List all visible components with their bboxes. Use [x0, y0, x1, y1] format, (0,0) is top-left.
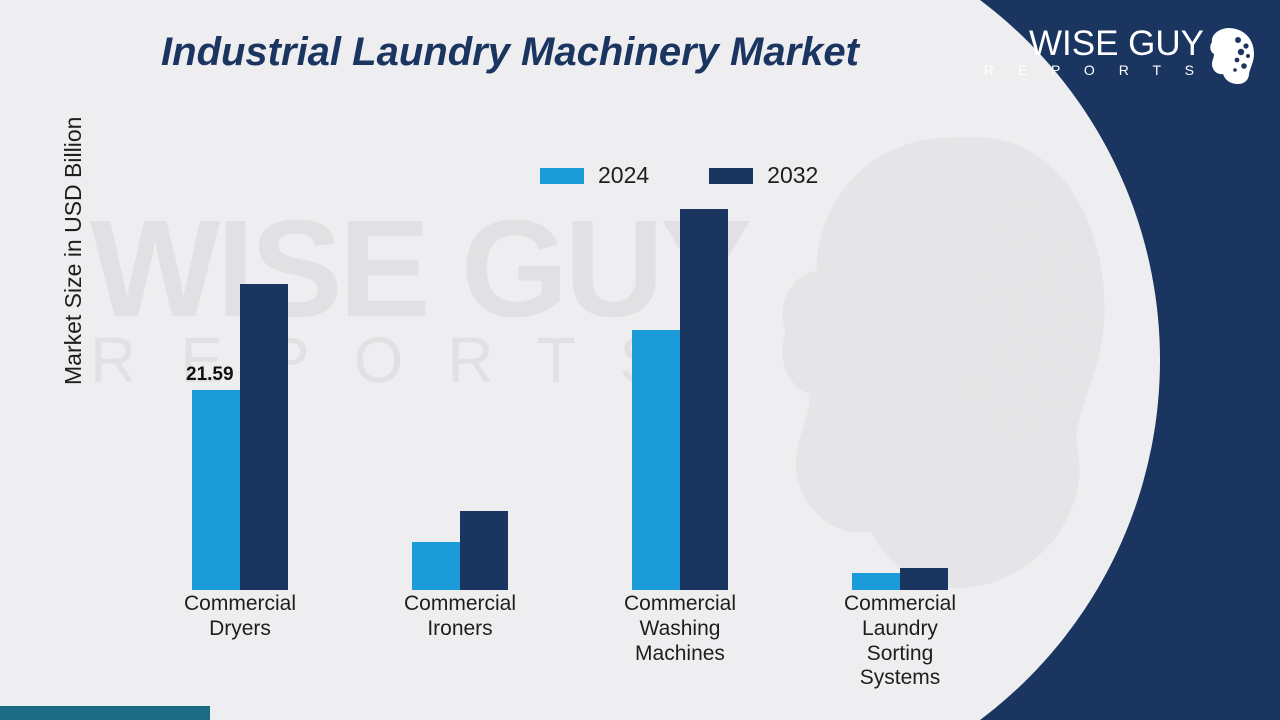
- brand-main: WISE GUY: [984, 26, 1204, 61]
- chart-area: 21.59: [110, 200, 980, 590]
- bar: [680, 209, 728, 590]
- chart-title: Industrial Laundry Machinery Market: [60, 30, 960, 75]
- brand-logo: WISE GUY R E P O R T S: [984, 26, 1258, 86]
- category-label: CommercialWashingMachines: [590, 592, 770, 666]
- bar: [900, 568, 948, 590]
- brand-sub: R E P O R T S: [984, 63, 1204, 77]
- bar-pair: [852, 568, 948, 590]
- legend-label: 2024: [598, 162, 649, 189]
- bar: [460, 511, 508, 590]
- bar: [192, 390, 240, 590]
- bar-pair: [632, 209, 728, 590]
- legend-label: 2032: [767, 162, 818, 189]
- bar: [632, 330, 680, 590]
- bar-group: [810, 200, 990, 590]
- legend-item: 2032: [709, 162, 818, 189]
- category-label: CommercialIroners: [370, 592, 550, 642]
- legend-item: 2024: [540, 162, 649, 189]
- bottom-accent-strip: [0, 706, 210, 720]
- plot-area: 21.59: [110, 200, 980, 590]
- brand-head-icon: [1208, 26, 1258, 86]
- y-axis-label: Market Size in USD Billion: [60, 117, 87, 385]
- bar-value-label: 21.59: [186, 364, 234, 386]
- page-root: WISE GUY REPORTS Industrial Laundry Mach…: [0, 0, 1280, 720]
- category-label: CommercialLaundrySortingSystems: [810, 592, 990, 691]
- category-label: CommercialDryers: [150, 592, 330, 642]
- bar: [412, 542, 460, 590]
- legend-swatch: [709, 168, 753, 184]
- bar-pair: [412, 511, 508, 590]
- legend: 2024 2032: [540, 162, 818, 189]
- bar: [852, 573, 900, 590]
- legend-swatch: [540, 168, 584, 184]
- bar-pair: [192, 284, 288, 590]
- x-axis-labels: CommercialDryers CommercialIroners Commerc…: [110, 592, 980, 702]
- bar-group: [370, 200, 550, 590]
- bar: [240, 284, 288, 590]
- bar-group: [590, 200, 770, 590]
- bar-group: [150, 200, 330, 590]
